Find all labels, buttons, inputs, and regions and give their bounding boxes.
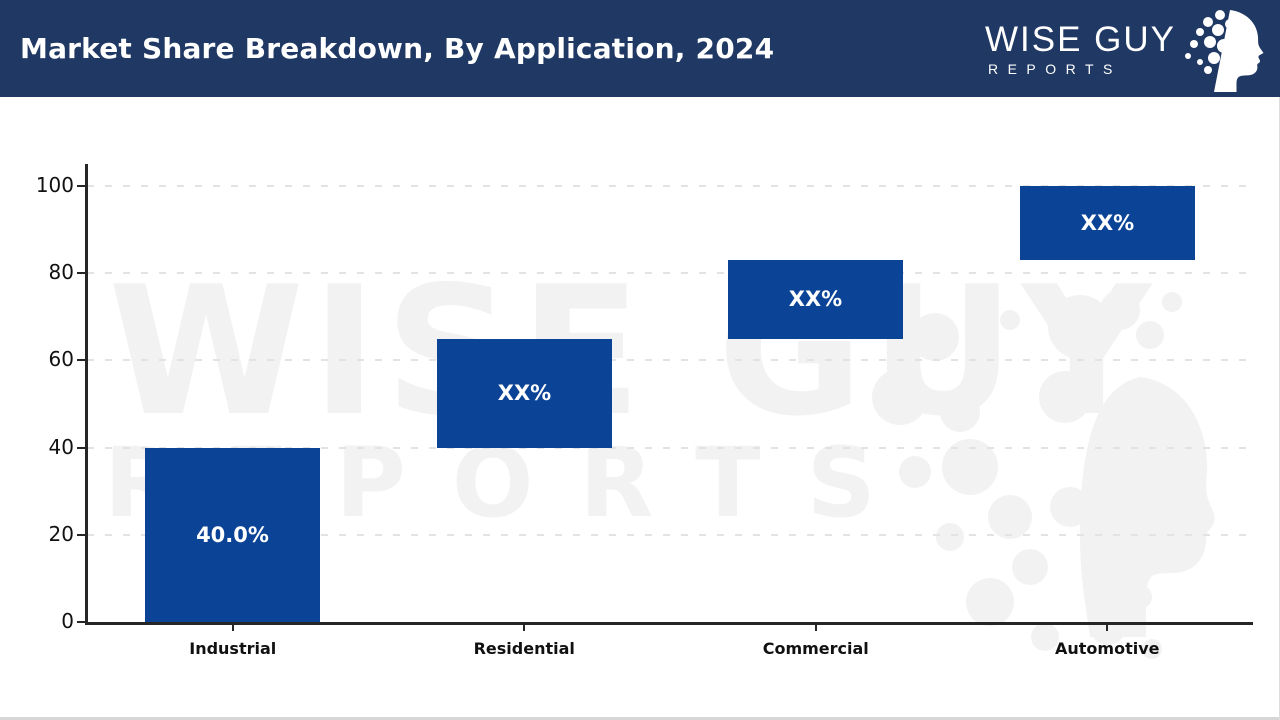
page-title: Market Share Breakdown, By Application, … bbox=[20, 32, 775, 65]
grid-line-y40 bbox=[87, 446, 1253, 449]
grid-line-y20 bbox=[87, 533, 1253, 536]
x-tick-label-commercial: Commercial bbox=[762, 639, 869, 658]
y-tick-label: 100 bbox=[35, 173, 74, 197]
bar-value-label: XX% bbox=[788, 287, 843, 312]
x-tick-label-residential: Residential bbox=[473, 639, 575, 658]
x-tick-mark bbox=[523, 624, 526, 631]
plot-region: 0 20 40 60 80 100 40.0% Industrial XX% Residentia… bbox=[0, 97, 1280, 720]
bar-commercial: XX% bbox=[728, 260, 903, 339]
chart-area: WISE GUY REPORTS 0 20 40 60 80 100 40.0% Indust… bbox=[0, 97, 1280, 720]
grid-line-y100 bbox=[87, 185, 1253, 187]
y-tick-mark bbox=[77, 446, 85, 449]
header-bar: Market Share Breakdown, By Application, … bbox=[0, 0, 1280, 97]
page-bottom-border bbox=[0, 717, 1280, 720]
x-tick-mark bbox=[1106, 624, 1109, 631]
x-tick-label-automotive: Automotive bbox=[1055, 639, 1160, 658]
y-axis-line bbox=[85, 164, 88, 624]
bar-value-label: XX% bbox=[497, 381, 552, 406]
x-tick-mark bbox=[231, 624, 234, 631]
y-tick-label: 20 bbox=[48, 521, 74, 546]
dotted-face-icon bbox=[1185, 10, 1264, 92]
bar-value-label: XX% bbox=[1080, 211, 1135, 236]
bar-industrial: 40.0% bbox=[145, 447, 320, 622]
x-axis-line bbox=[85, 622, 1253, 625]
y-tick-mark bbox=[77, 621, 85, 623]
y-tick-label: 40 bbox=[48, 434, 74, 459]
bar-residential: XX% bbox=[437, 338, 612, 448]
x-tick-label-industrial: Industrial bbox=[189, 639, 277, 658]
y-tick-mark bbox=[77, 185, 85, 187]
grid-line-y60 bbox=[87, 359, 1253, 362]
bar-automotive: XX% bbox=[1020, 186, 1195, 261]
brand-logo: WISE GUY REPORTS bbox=[985, 5, 1268, 93]
brand-name: WISE GUY bbox=[984, 20, 1176, 59]
bar-value-label: 40.0% bbox=[196, 522, 269, 547]
y-tick-label: 0 bbox=[61, 609, 74, 633]
y-tick-mark bbox=[77, 272, 85, 275]
brand-logo-text: WISE GUY REPORTS bbox=[985, 22, 1176, 76]
brand-subname: REPORTS bbox=[987, 61, 1122, 77]
watermark-dotted-face bbox=[872, 290, 1215, 659]
y-tick-mark bbox=[77, 359, 85, 362]
grid-line-y80 bbox=[87, 272, 1253, 275]
y-tick-mark bbox=[77, 533, 85, 536]
y-tick-label: 80 bbox=[48, 260, 74, 285]
y-tick-label: 60 bbox=[48, 347, 74, 372]
x-tick-mark bbox=[814, 624, 817, 631]
